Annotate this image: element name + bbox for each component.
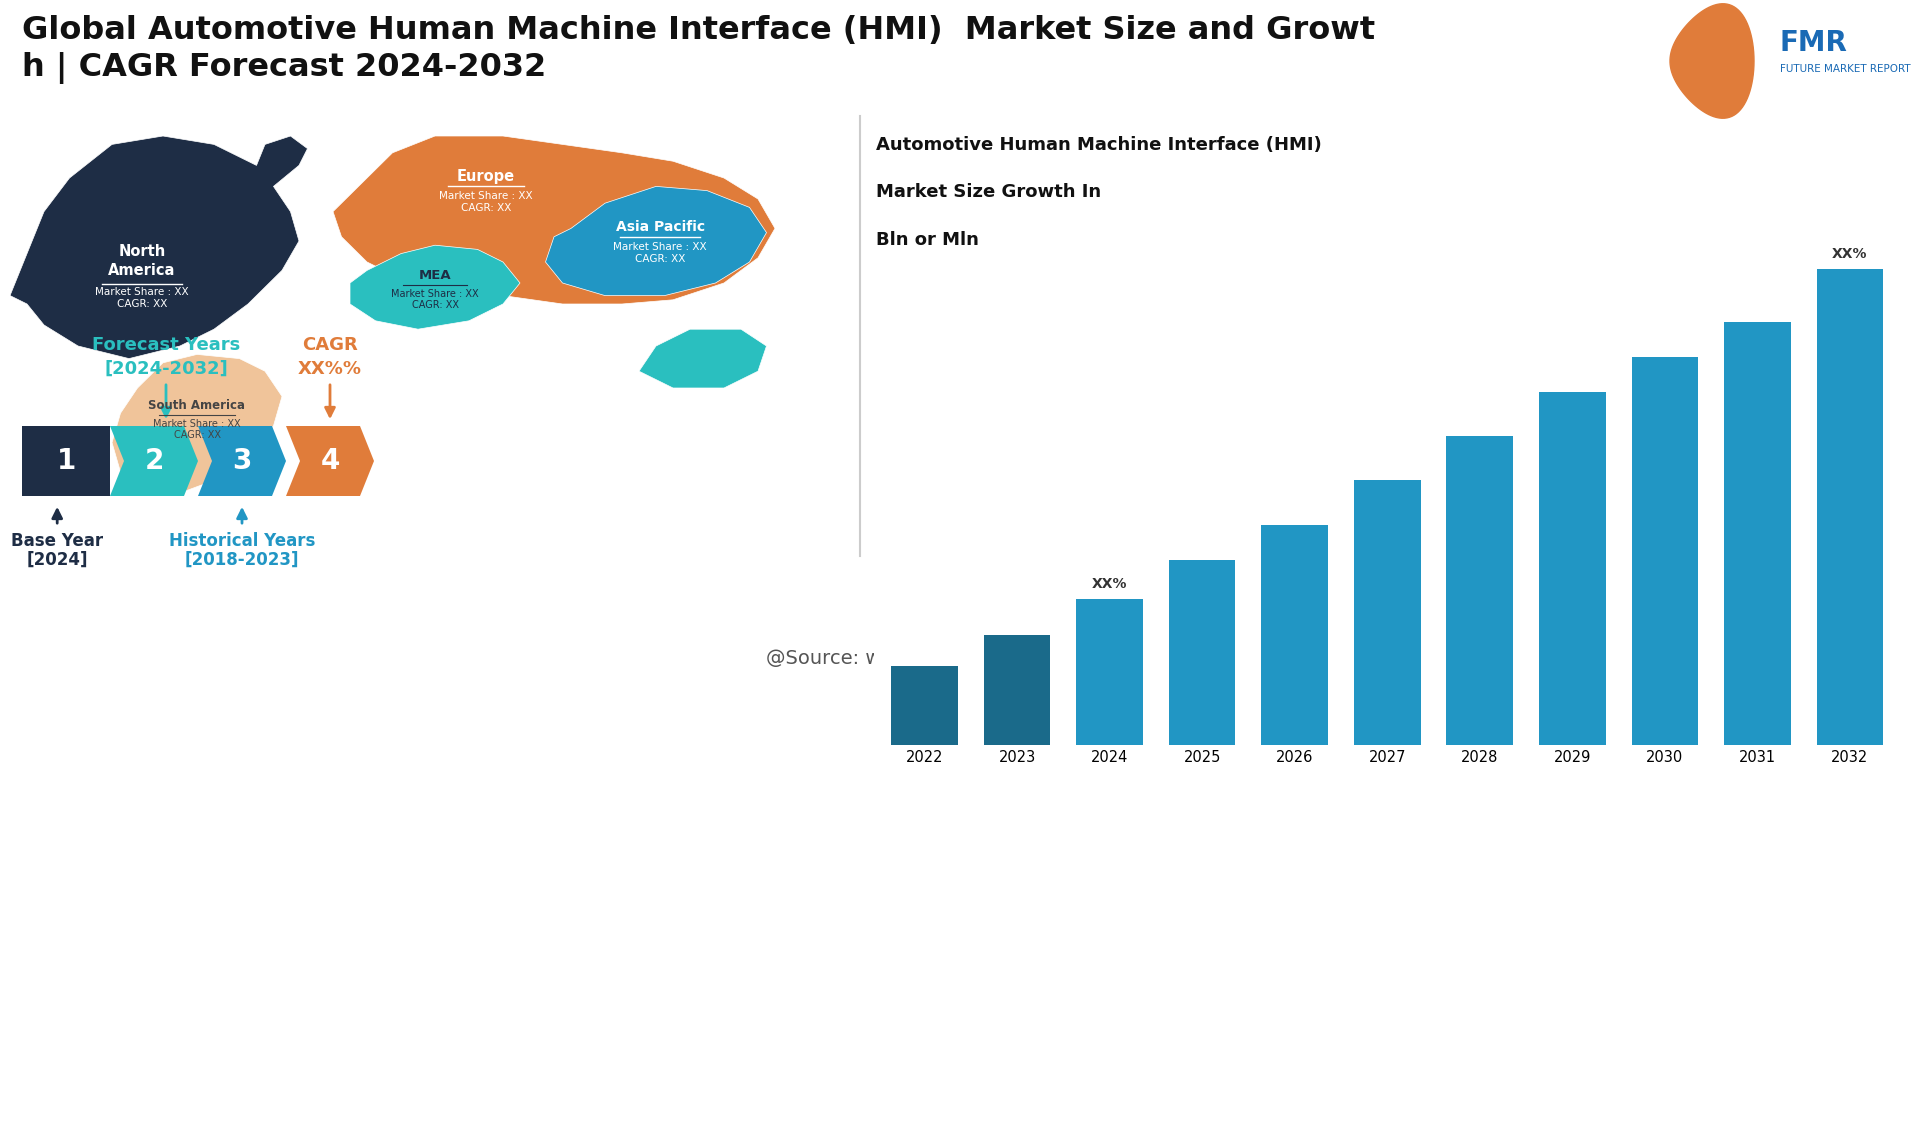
FancyBboxPatch shape bbox=[1210, 350, 1500, 401]
Text: Base Year: Base Year bbox=[12, 532, 104, 550]
Bar bbox=[1231, 448, 1252, 461]
Text: CAGR: XX: CAGR: XX bbox=[173, 431, 221, 440]
Bar bbox=[1354, 480, 1421, 745]
Text: Asia Pacific: Asia Pacific bbox=[616, 220, 705, 234]
Text: FUTURE MARKET REPORT: FUTURE MARKET REPORT bbox=[1780, 64, 1910, 74]
Polygon shape bbox=[639, 329, 766, 388]
Bar bbox=[1546, 500, 1567, 513]
Text: Harman: Harman bbox=[945, 601, 1014, 619]
Text: South America: South America bbox=[148, 399, 246, 411]
Bar bbox=[1261, 525, 1329, 745]
Polygon shape bbox=[111, 354, 282, 493]
Bar bbox=[1446, 437, 1513, 745]
Polygon shape bbox=[198, 426, 286, 496]
Text: Market Share : XX: Market Share : XX bbox=[94, 286, 188, 297]
Text: Bln or Mln: Bln or Mln bbox=[876, 230, 979, 249]
Bar bbox=[916, 552, 937, 565]
Text: Market Share : XX: Market Share : XX bbox=[154, 419, 240, 430]
Text: CAGR: XX: CAGR: XX bbox=[636, 253, 685, 264]
Text: North
America: North America bbox=[108, 244, 175, 277]
Bar bbox=[983, 635, 1050, 745]
Text: Valeo: Valeo bbox=[945, 653, 993, 672]
Polygon shape bbox=[21, 426, 109, 496]
Text: 1: 1 bbox=[56, 447, 75, 474]
Bar bbox=[1546, 552, 1567, 565]
Text: XX%%: XX%% bbox=[298, 360, 363, 378]
Text: Luxury: Luxury bbox=[1574, 497, 1634, 515]
FancyBboxPatch shape bbox=[895, 350, 1185, 401]
Polygon shape bbox=[332, 136, 776, 304]
Text: DENSO: DENSO bbox=[945, 549, 1008, 567]
Text: Market Size Growth In: Market Size Growth In bbox=[876, 183, 1102, 202]
Bar bbox=[916, 708, 937, 721]
Text: By type: By type bbox=[1331, 366, 1407, 384]
Text: CAGR: XX: CAGR: XX bbox=[411, 300, 459, 311]
Polygon shape bbox=[286, 426, 374, 496]
Circle shape bbox=[1221, 363, 1246, 387]
Text: CAGR: XX: CAGR: XX bbox=[461, 203, 511, 213]
Text: XX%: XX% bbox=[1092, 578, 1127, 591]
Text: Europe: Europe bbox=[457, 168, 515, 183]
Text: Infotainment: Infotainment bbox=[1260, 497, 1373, 515]
Polygon shape bbox=[10, 136, 307, 359]
Polygon shape bbox=[545, 187, 766, 296]
Circle shape bbox=[906, 363, 931, 387]
Bar bbox=[1546, 448, 1567, 461]
Text: Market Share : XX: Market Share : XX bbox=[440, 191, 534, 202]
Text: Bosch: Bosch bbox=[945, 445, 998, 463]
Text: Visteon: Visteon bbox=[945, 705, 1010, 723]
Text: By application: By application bbox=[1613, 366, 1757, 384]
FancyBboxPatch shape bbox=[1524, 350, 1814, 401]
Text: CAGR: XX: CAGR: XX bbox=[117, 299, 167, 308]
Text: [2024-2032]: [2024-2032] bbox=[104, 360, 228, 378]
Text: Instrument: Instrument bbox=[1260, 549, 1356, 567]
Circle shape bbox=[1538, 363, 1561, 387]
Text: MEA: MEA bbox=[419, 268, 451, 282]
Text: Economic: Economic bbox=[1574, 445, 1659, 463]
Bar bbox=[1632, 358, 1697, 745]
Text: XX%: XX% bbox=[1832, 246, 1868, 261]
FancyBboxPatch shape bbox=[895, 409, 1185, 617]
Bar bbox=[1816, 269, 1884, 745]
Text: Market Share : XX: Market Share : XX bbox=[612, 242, 707, 252]
FancyBboxPatch shape bbox=[1524, 409, 1814, 617]
Polygon shape bbox=[109, 426, 198, 496]
Text: CAGR: CAGR bbox=[301, 336, 357, 354]
Bar bbox=[1169, 559, 1235, 745]
Text: 4: 4 bbox=[321, 447, 340, 474]
Bar bbox=[1231, 552, 1252, 565]
Bar bbox=[1231, 500, 1252, 513]
Text: FMR: FMR bbox=[1780, 29, 1847, 57]
Bar bbox=[916, 604, 937, 617]
Bar bbox=[916, 500, 937, 513]
Bar bbox=[891, 666, 958, 745]
FancyBboxPatch shape bbox=[1210, 409, 1500, 617]
Polygon shape bbox=[1670, 3, 1755, 118]
Text: [2024]: [2024] bbox=[27, 551, 88, 570]
Text: Automotive Human Machine Interface (HMI): Automotive Human Machine Interface (HMI) bbox=[876, 135, 1323, 154]
Text: Market Share : XX: Market Share : XX bbox=[392, 289, 478, 299]
Text: Historical Years: Historical Years bbox=[169, 532, 315, 550]
Bar bbox=[1540, 392, 1605, 745]
Text: 2: 2 bbox=[144, 447, 163, 474]
Text: [2018-2023]: [2018-2023] bbox=[184, 551, 300, 570]
Polygon shape bbox=[349, 245, 520, 329]
Text: @Source: www.futuremarketreport.com: @Source: www.futuremarketreport.com bbox=[766, 649, 1154, 667]
Bar bbox=[916, 448, 937, 461]
Text: h | CAGR Forecast 2024-2032: h | CAGR Forecast 2024-2032 bbox=[21, 52, 547, 84]
Text: 3: 3 bbox=[232, 447, 252, 474]
Text: HUD: HUD bbox=[1260, 445, 1300, 463]
Text: Market players: Market players bbox=[979, 366, 1129, 384]
Bar bbox=[1077, 599, 1142, 745]
Text: Forecast Years: Forecast Years bbox=[92, 336, 240, 354]
Bar bbox=[916, 656, 937, 669]
Bar bbox=[1724, 322, 1791, 745]
Text: Mid-Price: Mid-Price bbox=[1574, 549, 1655, 567]
Text: Global Automotive Human Machine Interface (HMI)  Market Size and Growt: Global Automotive Human Machine Interfac… bbox=[21, 15, 1375, 46]
Text: Continental: Continental bbox=[945, 497, 1046, 515]
